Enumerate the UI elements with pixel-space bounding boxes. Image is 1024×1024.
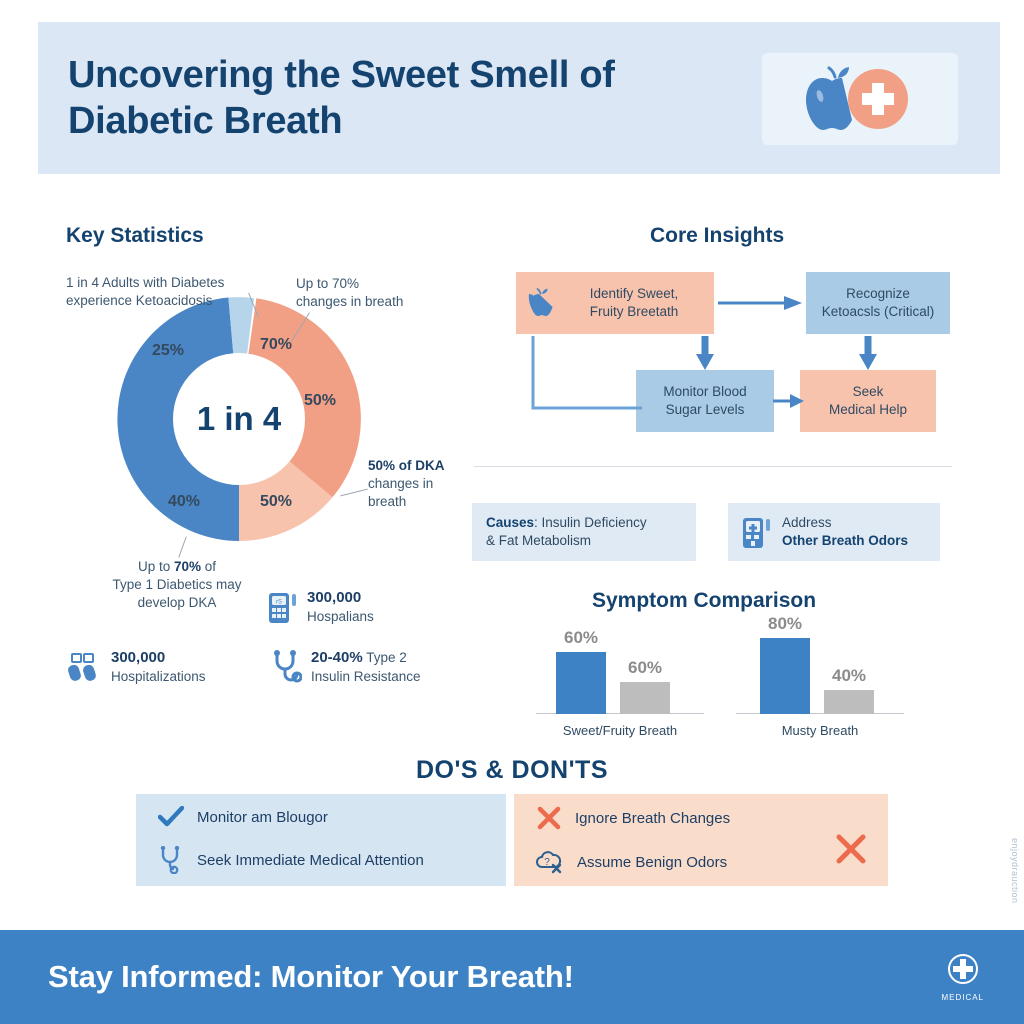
flow-box-2-label: Recognize Ketoacsls (Critical) (821, 286, 935, 319)
info-card-causes[interactable]: Causes: Insulin Deficiency & Fat Metaboli… (472, 503, 696, 561)
callout-bottom-line3: develop DKA (137, 595, 217, 611)
stat-label-2: Insulin Resistance (311, 668, 421, 684)
large-x-icon (836, 834, 866, 864)
header-banner: Uncovering the Sweet Smell of Diabetic B… (38, 22, 1000, 174)
bar-musty-secondary (824, 690, 874, 714)
donut-callout-right: 50% of DKA changes in breath (368, 457, 488, 512)
apple-icon (528, 288, 553, 316)
donut-callout-top-left: 1 in 4 Adults with Diabetes experience K… (66, 275, 225, 309)
stat-text: 20-40% Type 2 Insulin Resistance (311, 648, 421, 685)
bar-value-musty-secondary: 40% (831, 666, 867, 685)
callout-bottom-line1: Up to 70% of (137, 559, 217, 574)
dos-item-seek-attention-label: Seek Immediate Medical Attention (197, 851, 424, 869)
donts-panel: Ignore Breath Changes ? Assume Benign Od… (514, 794, 888, 886)
info-card-causes-text: Causes: Insulin Deficiency & Fat Metaboli… (486, 515, 647, 548)
arrow-box1-to-box2-icon (718, 296, 802, 310)
watermark: enjoydrauction (1010, 838, 1020, 904)
stethoscope-icon (274, 649, 302, 683)
callout-bottom-line2: Type 1 Diabetics may (112, 577, 242, 593)
donts-item-assume-label: Assume Benign Odors (577, 853, 728, 871)
footer-logo: MEDICAL (941, 952, 984, 1002)
arrow-box3-to-box4-icon (773, 394, 804, 408)
bar-sweet-fruity-secondary (620, 682, 670, 714)
medical-cross-circle-icon (947, 954, 978, 984)
stat-value: 20-40% (311, 649, 363, 666)
donts-item-ignore-label: Ignore Breath Changes (575, 809, 731, 827)
bar-axis-line-group2 (736, 713, 904, 714)
glucose-meter-icon (743, 518, 770, 548)
flow-box-seek-medical-help[interactable]: Seek Medical Help (800, 370, 936, 432)
stat-text: 300,000 Hospitalizations (111, 648, 206, 685)
header-logo (762, 53, 958, 145)
info-card-other-breath-odors[interactable]: Address Other Breath Odors (728, 503, 940, 561)
stat-value: 300,000 (111, 649, 166, 666)
check-icon (158, 806, 184, 827)
section-divider (474, 466, 952, 467)
bar-value-sweet-fruity-secondary: 60% (627, 658, 663, 677)
section-title-symptom-comparison: Symptom Comparison (592, 589, 817, 612)
bar-musty-primary (760, 638, 810, 714)
flow-box-recognize-ketoacidosis[interactable]: Recognize Ketoacsls (Critical) (806, 272, 950, 334)
connector-box1-to-box3-icon (531, 336, 642, 410)
donut-callout-top-right: Up to 70% changes in breath (296, 275, 446, 311)
stat-item-insulin-resistance: 20-40% Type 2 Insulin Resistance (268, 648, 421, 685)
stethoscope-icon (160, 846, 180, 874)
stat-text: 300,000 Hospalians (307, 588, 374, 625)
callout-top-right-line2: changes in breath (296, 294, 404, 310)
footer-logo-label: MEDICAL (941, 993, 984, 1002)
stat-label: Hospalians (307, 608, 374, 624)
info-card-other-breath-odors-text: Address Other Breath Odors (782, 515, 909, 548)
flow-box-4-label: Seek Medical Help (828, 384, 908, 417)
callout-right-line2: changes in (368, 476, 434, 492)
flow-box-3-label: Monitor Blood Sugar Levels (663, 384, 747, 417)
question-cloud-x-icon: ? (536, 851, 562, 874)
donut-callout-bottom: Up to 70% of Type 1 Diabetics may develo… (72, 558, 282, 613)
bar-value-musty-primary: 80% (767, 614, 803, 633)
callout-top-right-line1: Up to 70% (296, 276, 360, 291)
x-icon (537, 806, 561, 830)
bar-category-musty: Musty Breath (781, 723, 859, 738)
bar-sweet-fruity-primary (556, 652, 606, 714)
core-insights-flowchart: Identify Sweet, Fruity Breetath Recognize… (516, 272, 950, 432)
callout-right-line1: 50% of DKA (368, 458, 445, 473)
footer-text: Stay Informed: Monitor Your Breath! (48, 959, 574, 994)
stat-label: Type 2 (366, 650, 407, 665)
callout-right-line3: breath (368, 494, 407, 510)
apple-medical-cross-icon (806, 66, 908, 130)
donts-item-assume-benign-odors[interactable]: ? Assume Benign Odors (536, 849, 888, 875)
section-title-dos-and-donts: DO'S & DON'TS (415, 756, 608, 784)
key-statistics-donut-chart: 1 in 4 70% 50% 50% 40% 25% (108, 288, 370, 550)
svg-text:?: ? (544, 857, 550, 868)
donut-hole (173, 353, 305, 485)
arrow-box1-to-box3-icon (696, 336, 714, 370)
flow-box-1-label: Identify Sweet, Fruity Breetath (589, 286, 679, 319)
bar-value-sweet-fruity-primary: 60% (563, 628, 599, 647)
dos-panel: Monitor am Blougor Seek Immediate Medica… (136, 794, 506, 886)
bar-category-sweet-fruity: Sweet/Fruity Breath (562, 723, 678, 738)
flow-box-monitor-blood-sugar[interactable]: Monitor Blood Sugar Levels (636, 370, 774, 432)
svg-text:rS: rS (276, 599, 282, 605)
footer-bar: Stay Informed: Monitor Your Breath! MEDI… (0, 930, 1024, 1024)
stat-item-hospitalizations: 300,000 Hospitalizations (68, 648, 206, 685)
stat-value: 300,000 (307, 589, 362, 606)
glucose-meter-icon: rS (269, 592, 296, 623)
flow-box-identify-sweet-fruity-breath[interactable]: Identify Sweet, Fruity Breetath (516, 272, 714, 334)
page-title: Uncovering the Sweet Smell of Diabetic B… (68, 53, 615, 142)
section-title-core-insights: Core Insights (650, 224, 785, 247)
donut-svg (117, 297, 361, 541)
dos-item-monitor-label: Monitor am Blougor (197, 808, 328, 826)
dos-item-monitor[interactable]: Monitor am Blougor (158, 806, 506, 828)
stat-label: Hospitalizations (111, 668, 206, 684)
stat-item-hospalians: rS 300,000 Hospalians (268, 588, 374, 625)
test-strips-icon (68, 652, 96, 681)
arrow-box2-to-box4-icon (859, 336, 877, 370)
section-title-key-statistics: Key Statistics (66, 224, 204, 247)
donts-item-ignore-breath-changes[interactable]: Ignore Breath Changes (536, 805, 888, 831)
dos-item-seek-attention[interactable]: Seek Immediate Medical Attention (158, 846, 506, 874)
symptom-comparison-bar-chart: 60% 60% Sweet/Fruity Breath 80% 40% Must… (516, 614, 936, 740)
